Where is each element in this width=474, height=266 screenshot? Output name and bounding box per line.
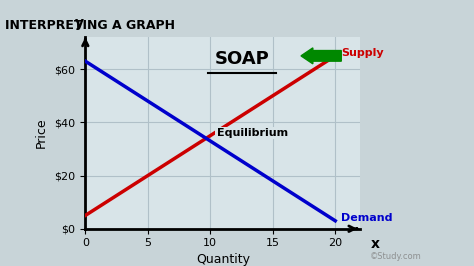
- Text: ©Study.com: ©Study.com: [370, 252, 421, 261]
- Text: Demand: Demand: [341, 213, 393, 223]
- Text: x: x: [371, 237, 380, 251]
- Text: y: y: [75, 16, 84, 30]
- Text: SOAP: SOAP: [214, 49, 269, 68]
- Text: Supply: Supply: [341, 48, 384, 58]
- X-axis label: Quantity: Quantity: [196, 253, 250, 266]
- Text: Price: Price: [35, 118, 48, 148]
- Text: Equilibrium: Equilibrium: [217, 128, 288, 138]
- Text: INTERPRETING A GRAPH: INTERPRETING A GRAPH: [5, 19, 175, 32]
